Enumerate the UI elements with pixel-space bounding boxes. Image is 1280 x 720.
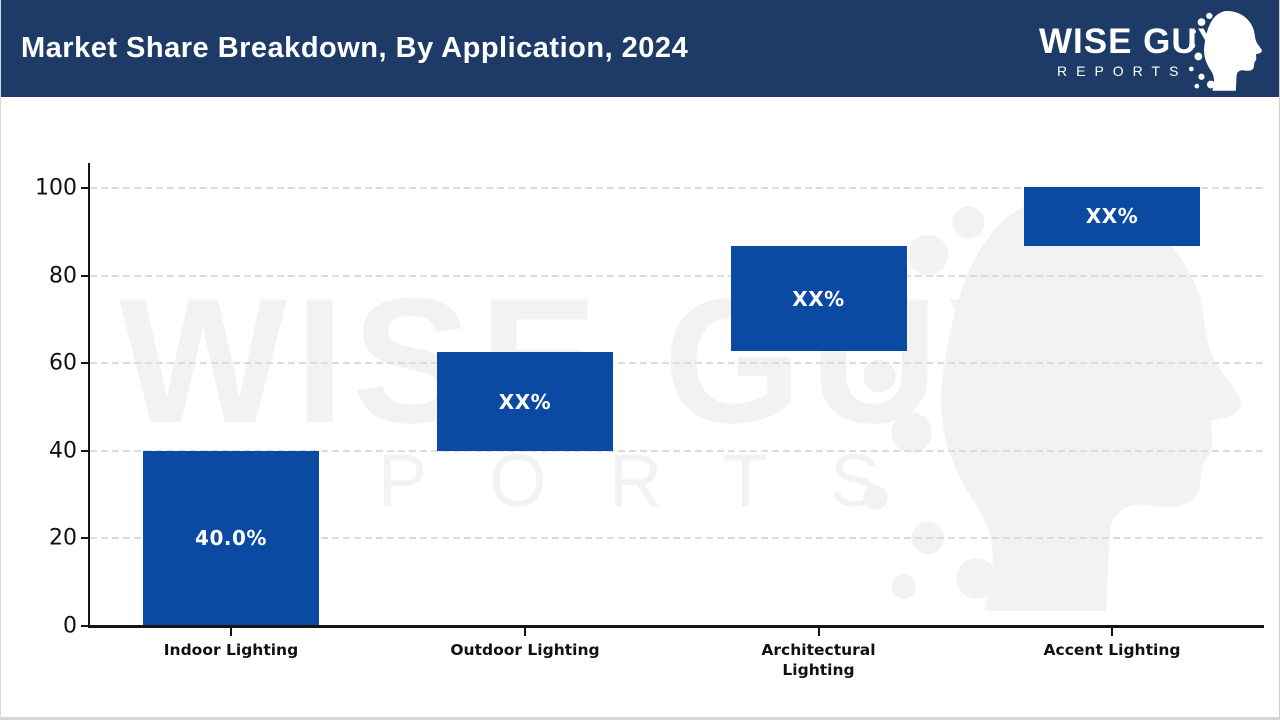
y-tick-60 xyxy=(81,362,89,365)
y-tick-40 xyxy=(81,449,89,452)
y-tick-100 xyxy=(81,187,89,189)
gridline-80 xyxy=(90,274,1264,277)
y-axis-line xyxy=(88,163,90,628)
y-tick-label-40: 40 xyxy=(49,438,77,464)
category-label-0: Indoor Lighting xyxy=(163,641,299,659)
y-tick-80 xyxy=(81,274,89,277)
page-title: Market Share Breakdown, By Application, … xyxy=(21,32,689,64)
y-tick-label-80: 80 xyxy=(49,263,77,289)
y-tick-0 xyxy=(81,625,89,627)
bar-accent-lighting: XX% xyxy=(1024,187,1200,246)
x-axis-line xyxy=(88,625,1264,628)
category-label-2: Architectural Lighting xyxy=(761,641,876,679)
category-label-1: Outdoor Lighting xyxy=(450,641,600,659)
bar-value-label: XX% xyxy=(1085,204,1139,229)
bar-value-label: XX% xyxy=(792,286,845,311)
category-label-3: Accent Lighting xyxy=(1043,641,1181,659)
y-tick-label-60: 60 xyxy=(49,350,77,376)
x-tick-0 xyxy=(230,628,232,636)
logo-wordmark: WISE GUY xyxy=(1039,22,1223,61)
gridline-40 xyxy=(90,449,1264,452)
gridline-60 xyxy=(90,362,1264,365)
x-tick-1 xyxy=(524,628,526,636)
watermark-face xyxy=(863,197,1241,611)
logo-subtext: REPORTS xyxy=(1057,63,1188,79)
bar-architectural-lighting: XX% xyxy=(730,245,907,352)
y-tick-label-100: 100 xyxy=(35,175,77,201)
x-tick-2 xyxy=(817,628,820,636)
gridline-20 xyxy=(90,537,1264,540)
bar-indoor-lighting: 40.0% xyxy=(143,450,319,626)
y-tick-20 xyxy=(81,537,89,540)
y-tick-label-0: 0 xyxy=(63,613,77,639)
x-tick-3 xyxy=(1111,628,1113,636)
logo: WISE GUY REPORTS xyxy=(1017,6,1267,92)
logo-face-icon xyxy=(1189,11,1262,91)
bar-outdoor-lighting: XX% xyxy=(437,352,613,451)
gridline-100 xyxy=(90,187,1264,189)
bar-value-label: 40.0% xyxy=(195,526,267,551)
header: Market Share Breakdown, By Application, … xyxy=(1,0,1279,97)
y-tick-label-20: 20 xyxy=(49,525,77,551)
bar-value-label: XX% xyxy=(498,389,552,414)
